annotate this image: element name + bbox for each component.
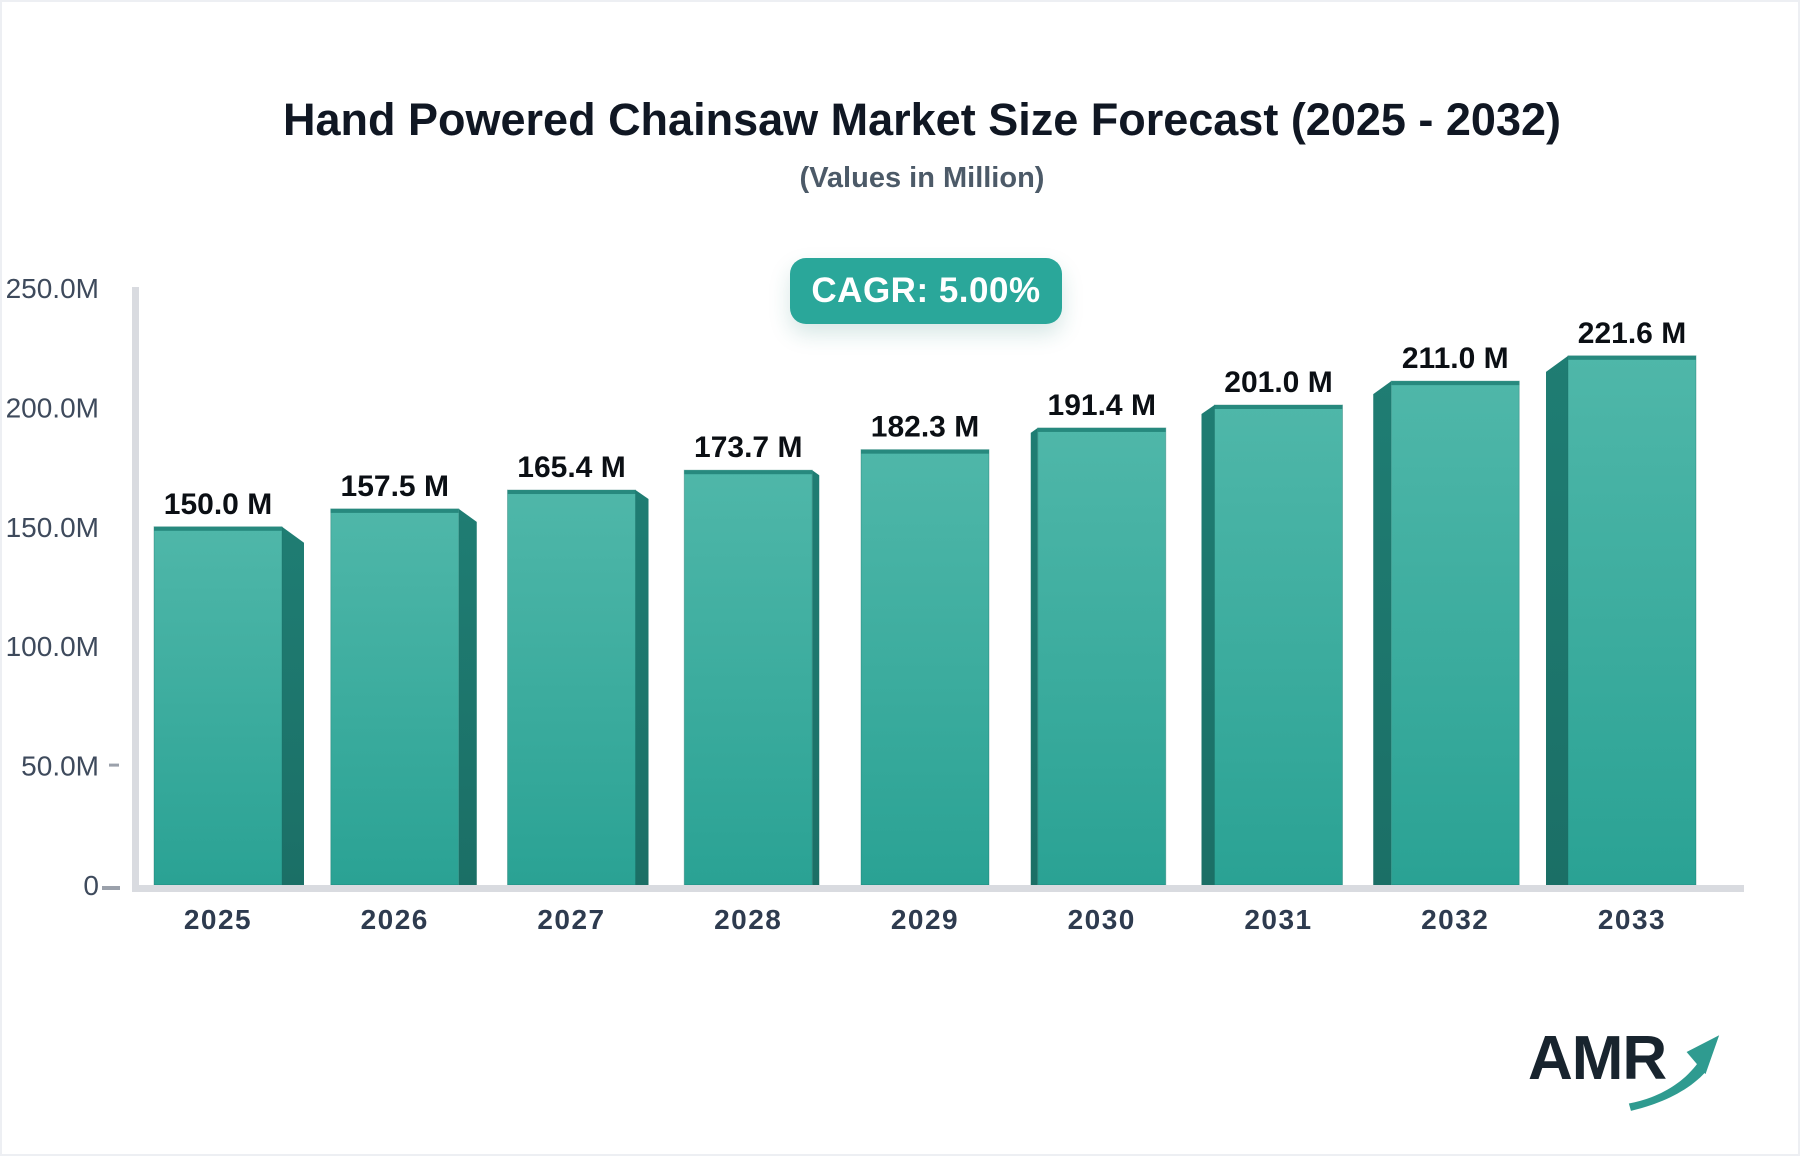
- bar-side-face: [1030, 427, 1038, 885]
- bar-value-label: 182.3 M: [871, 411, 979, 444]
- bar-face: [330, 508, 460, 886]
- bar-top-edge: [507, 490, 636, 495]
- bar-side-face: [282, 526, 304, 885]
- bar-face: [1567, 355, 1697, 886]
- x-tick-label: 2033: [1598, 904, 1666, 935]
- bar-top-edge: [1037, 427, 1166, 432]
- y-tick-label: 100.0M: [6, 631, 99, 662]
- bar-value-label: 191.4 M: [1048, 389, 1156, 422]
- bar-top-edge: [1568, 355, 1696, 360]
- bar-2032: 211.0 M: [1373, 342, 1520, 886]
- bar-top-edge: [1214, 405, 1343, 410]
- bar-2033: 221.6 M: [1546, 317, 1697, 886]
- bar-value-label: 221.6 M: [1578, 317, 1686, 350]
- bar-face: [1214, 404, 1343, 886]
- bar-value-label: 165.4 M: [517, 451, 625, 484]
- bar-value-label: 201.0 M: [1224, 366, 1332, 399]
- amr-logo: AMR: [1528, 1028, 1728, 1123]
- bar-face: [860, 449, 990, 886]
- x-axis: 2025 2026 2027 2028 2029 2030 2031 2032 2033: [184, 904, 1666, 935]
- bar-side-face: [812, 470, 820, 885]
- y-tick-label: 200.0M: [6, 392, 99, 423]
- bar-face: [683, 469, 813, 886]
- bar-top-edge: [154, 526, 282, 531]
- bar-top-edge: [330, 508, 459, 513]
- x-tick-label: 2025: [184, 904, 252, 935]
- growth-arrow-icon: [1629, 1035, 1720, 1111]
- bar-top-edge: [861, 449, 989, 454]
- bar-side-face: [458, 508, 477, 885]
- bar-value-label: 150.0 M: [164, 488, 272, 521]
- bar-face: [1390, 380, 1520, 886]
- bar-value-label: 211.0 M: [1402, 342, 1509, 375]
- x-tick-label: 2031: [1244, 904, 1312, 935]
- bar-face: [1037, 427, 1167, 886]
- x-tick-label: 2029: [891, 904, 959, 935]
- bar-top-edge: [684, 470, 813, 475]
- chart-subtitle: (Values in Million): [799, 162, 1045, 194]
- y-tick-label: 0: [83, 870, 99, 901]
- bars: 150.0 M 157.5 M 165.4 M 173.7 M 182.3 M 191.4…: [153, 317, 1697, 886]
- y-tick-label: 250.0M: [6, 273, 99, 304]
- bar-2029: 182.3 M: [860, 411, 990, 886]
- bar-2025: 150.0 M: [153, 488, 304, 886]
- bar-value-label: 157.5 M: [341, 470, 449, 503]
- x-tick-label: 2027: [537, 904, 605, 935]
- bar-side-face: [1546, 355, 1568, 885]
- x-tick-label: 2030: [1068, 904, 1136, 935]
- bar-face: [153, 526, 283, 886]
- bar-face: [507, 489, 636, 886]
- bar-side-face: [1201, 405, 1215, 885]
- y-tick-label: 150.0M: [6, 512, 99, 543]
- bar-2031: 201.0 M: [1201, 366, 1343, 886]
- chart-title: Hand Powered Chainsaw Market Size Foreca…: [283, 94, 1561, 145]
- y-tick-label: 50.0M: [21, 751, 99, 782]
- bar-top-edge: [1391, 381, 1520, 386]
- x-tick-label: 2028: [714, 904, 782, 935]
- x-tick-label: 2032: [1421, 904, 1489, 935]
- bar-side-face: [1373, 381, 1392, 885]
- bar-2026: 157.5 M: [330, 470, 477, 886]
- logo-text: AMR: [1528, 1024, 1667, 1093]
- x-axis-line: [132, 885, 1744, 892]
- bar-side-face: [635, 490, 649, 885]
- bar-value-label: 173.7 M: [694, 431, 802, 464]
- bar-2027: 165.4 M: [507, 451, 649, 886]
- x-tick-label: 2026: [361, 904, 429, 935]
- bar-2028: 173.7 M: [683, 431, 820, 886]
- bar-2030: 191.4 M: [1030, 389, 1167, 886]
- y-axis: 250.0M 200.0M 150.0M 100.0M 50.0M 0: [6, 273, 139, 901]
- cagr-badge: CAGR: 5.00%: [790, 258, 1062, 324]
